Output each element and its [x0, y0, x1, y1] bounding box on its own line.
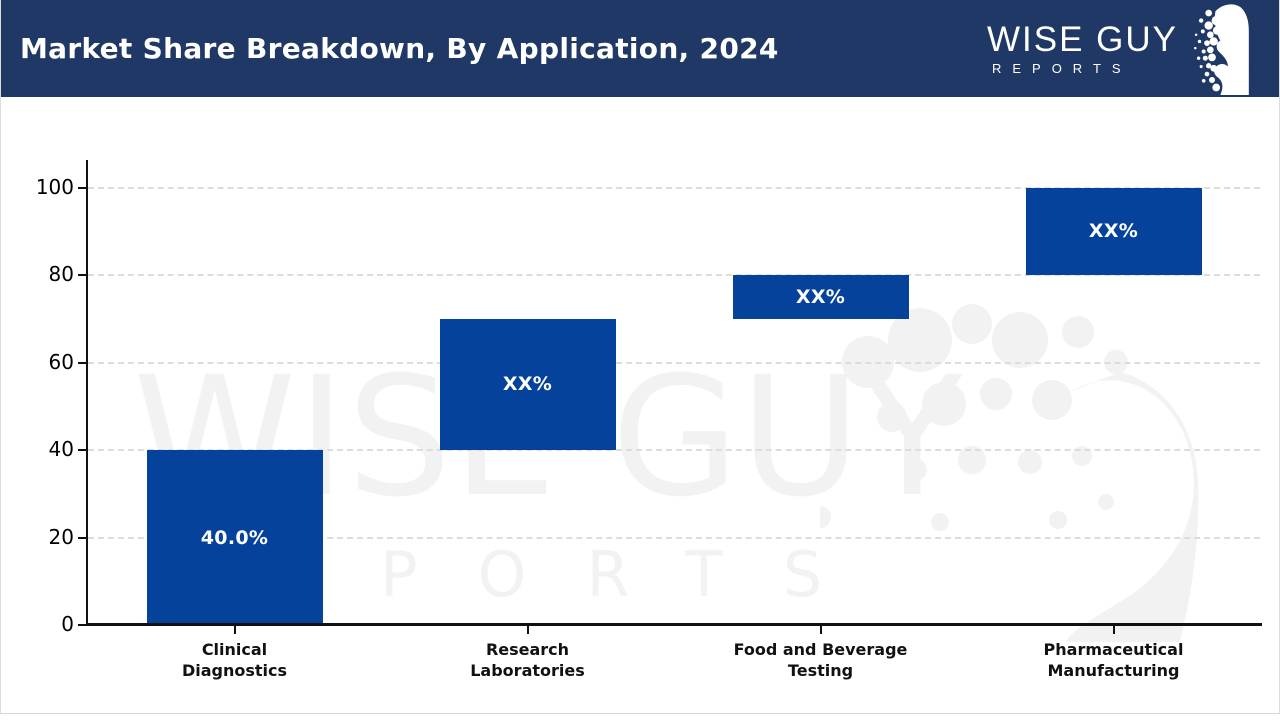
wise-guy-logo: WISE GUY REPORTS — [987, 3, 1250, 95]
y-tick-label: 40 — [48, 437, 74, 461]
bar-value-label: XX% — [795, 285, 846, 308]
y-tick-mark — [78, 361, 86, 364]
bar-pharmaceutical-manufacturing: XX% — [1025, 187, 1202, 275]
bar-value-label: 40.0% — [200, 526, 269, 549]
logo-wordmark-line2: REPORTS — [991, 61, 1132, 76]
bar-clinical-diagnostics: 40.0% — [146, 450, 323, 625]
x-axis-category-label: Pharmaceutical Manufacturing — [1043, 640, 1184, 680]
gridline-y-60 — [88, 361, 1260, 364]
bottom-divider — [0, 713, 1280, 714]
gridline-y-100 — [88, 186, 1260, 189]
gridline-y-40 — [88, 449, 1260, 451]
bar-research-laboratories: XX% — [439, 318, 616, 450]
logo-wordmark: WISE GUY REPORTS — [986, 20, 1178, 77]
x-tick-mark — [1112, 626, 1115, 634]
bar-value-label: XX% — [502, 373, 553, 396]
y-axis-line — [86, 160, 88, 625]
y-tick-label: 60 — [48, 349, 74, 374]
y-tick-label: 100 — [35, 174, 74, 199]
gridline-y-20 — [88, 536, 1260, 539]
y-tick-mark — [78, 536, 86, 539]
x-axis-line — [86, 623, 1262, 626]
y-tick-mark — [78, 186, 86, 189]
y-tick-mark — [78, 624, 86, 626]
x-axis-category-label: Research Laboratories — [470, 640, 585, 680]
y-tick-label: 20 — [48, 524, 74, 549]
y-tick-label: 80 — [48, 262, 74, 286]
logo-wordmark-line1: WISE GUY — [986, 20, 1178, 59]
header-bar: Market Share Breakdown, By Application, … — [0, 0, 1280, 97]
x-tick-mark — [526, 626, 529, 634]
x-tick-mark — [819, 626, 822, 634]
gridline-y-80 — [88, 274, 1260, 276]
x-axis-category-label: Food and Beverage Testing — [733, 640, 908, 680]
chart-area: WISE GUY REPORTS 0 20 40 60 80 100 40.0% Clinic… — [0, 97, 1280, 713]
page-title: Market Share Breakdown, By Application, … — [20, 32, 779, 65]
y-tick-label: 0 — [61, 612, 74, 636]
x-axis-category-label: Clinical Diagnostics — [181, 640, 288, 680]
dotted-face-profile-icon — [1194, 3, 1249, 95]
bar-value-label: XX% — [1088, 220, 1139, 243]
bar-food-and-beverage-testing: XX% — [732, 275, 909, 319]
x-tick-mark — [233, 626, 236, 634]
y-tick-mark — [78, 449, 86, 451]
page-left-border — [0, 0, 1, 714]
y-tick-mark — [78, 274, 86, 276]
